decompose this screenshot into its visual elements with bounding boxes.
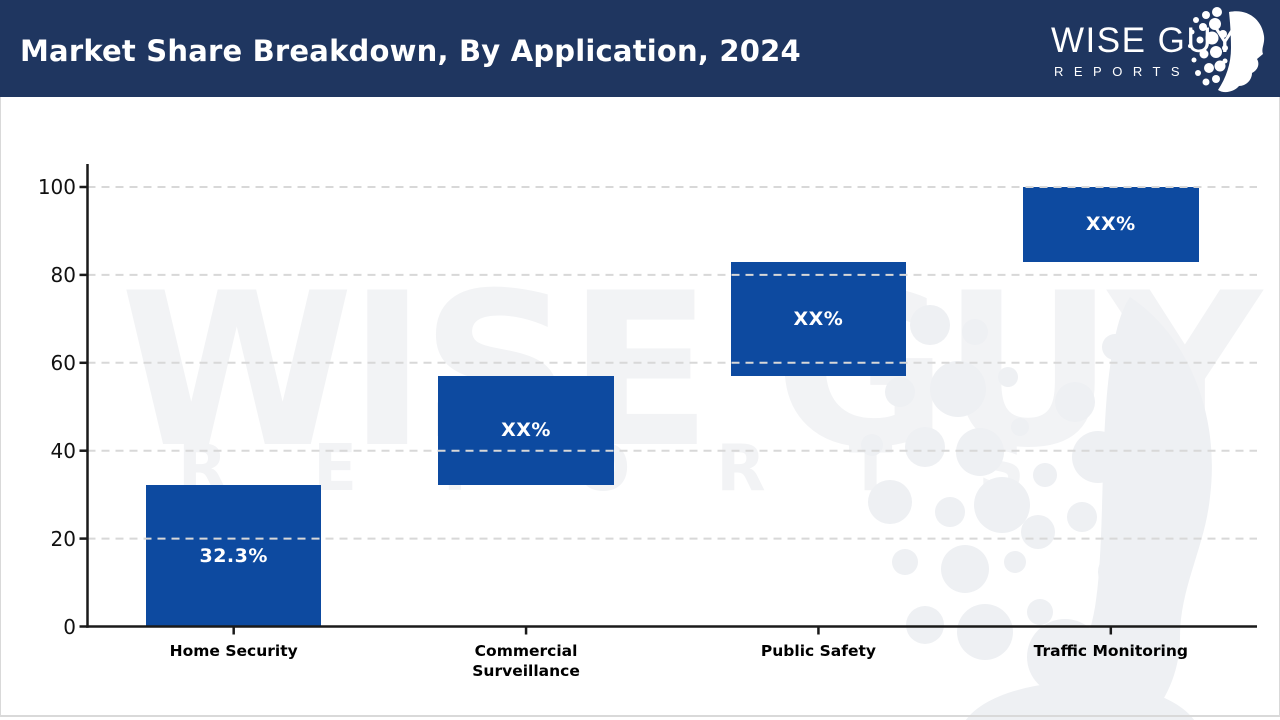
y-tick-label: 40 [50,438,76,463]
header-band: Market Share Breakdown, By Application, … [0,0,1280,97]
watermark-wordmark: WISE GUY [120,247,1262,494]
y-tick-label: 0 [63,614,76,639]
page-title: Market Share Breakdown, By Application, … [20,34,801,68]
bar-commercial-surveillance: XX% [438,375,614,485]
bar-public-safety: XX% [730,261,907,376]
frame-border-left [0,97,1,717]
x-tick-label: Traffic Monitoring [1033,641,1189,660]
bar-home-security: 32.3% [145,484,322,627]
bar-value-label: XX% [501,419,551,442]
watermark-layer: WISE GUY REPORTS [0,97,1280,720]
x-tick-label: Commercial Surveillance [472,641,580,680]
bar-value-label: XX% [1085,213,1136,236]
bar-value-label: 32.3% [199,544,268,567]
y-tick-label: 20 [50,526,76,551]
y-tick-label: 60 [50,350,76,375]
logo-subtitle: REPORTS [1054,64,1191,79]
y-tick-label: 100 [37,175,76,199]
x-tick-label: Home Security [169,641,298,660]
bar-value-label: XX% [793,307,844,330]
bar-traffic-monitoring: XX% [1023,187,1199,262]
wise-guy-logo: WISE GUY REPORTS [1006,4,1268,94]
watermark-face-icon [849,297,1212,720]
logo-face-icon [1188,7,1265,93]
x-tick-label: Public Safety [760,641,876,660]
y-tick-label: 80 [50,262,76,287]
footer-divider [0,715,1280,717]
